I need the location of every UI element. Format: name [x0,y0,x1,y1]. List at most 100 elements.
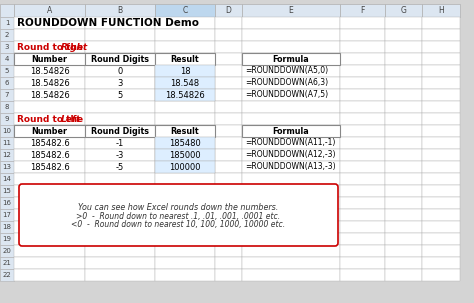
Bar [215,149,242,161]
Bar [0,53,14,65]
Bar [242,113,340,125]
Text: 12: 12 [2,152,11,158]
Bar [14,209,85,221]
Bar [215,89,242,101]
Bar [215,209,242,221]
Bar [422,149,460,161]
Bar [155,65,215,77]
Bar [14,269,85,281]
Bar [155,89,215,101]
Bar [155,245,215,257]
Bar [155,221,215,233]
Bar [155,197,215,209]
Bar [340,41,385,53]
Bar [155,173,215,185]
Text: >0  -  Round down to nearest .1, .01, .001, .0001 etc.: >0 - Round down to nearest .1, .01, .001… [76,212,281,221]
Text: 21: 21 [2,260,11,266]
Text: 17: 17 [2,212,11,218]
Text: -5: -5 [116,162,124,171]
Bar [385,185,422,197]
Bar [215,137,242,149]
Bar [242,245,340,257]
FancyBboxPatch shape [19,184,338,246]
Text: A: A [47,6,52,15]
Bar [242,41,340,53]
Bar [0,29,14,41]
Bar [385,77,422,89]
Bar [242,17,340,29]
Bar [85,29,155,41]
Bar [242,161,340,173]
Bar [85,137,155,149]
Bar [340,149,385,161]
Bar [14,125,85,137]
Bar [242,221,340,233]
Bar [242,269,340,281]
Text: 18.548: 18.548 [171,78,200,88]
Bar [422,65,460,77]
Text: 18.54826: 18.54826 [29,91,69,99]
Bar [422,233,460,245]
Bar [385,41,422,53]
Bar [422,197,460,209]
Text: 8: 8 [5,104,9,110]
Bar [215,4,242,17]
Text: 15: 15 [2,188,11,194]
Bar [14,185,85,197]
Text: Result: Result [171,55,199,64]
Text: Round to the: Round to the [17,42,86,52]
Bar [0,149,14,161]
Text: 18.54826: 18.54826 [29,78,69,88]
Bar [14,233,85,245]
Bar [215,257,242,269]
Bar [422,257,460,269]
Bar [215,221,242,233]
Text: Round Digits: Round Digits [91,55,149,64]
Text: =ROUNDDOWN(A7,5): =ROUNDDOWN(A7,5) [245,91,328,99]
Bar [215,233,242,245]
Bar [385,209,422,221]
Bar [242,4,340,17]
Text: 18.54826: 18.54826 [165,91,205,99]
Bar [0,209,14,221]
Bar [385,65,422,77]
Bar [14,101,85,113]
Bar [340,269,385,281]
Bar [340,209,385,221]
Bar [14,113,85,125]
Bar [340,257,385,269]
Bar [14,257,85,269]
Bar [85,41,155,53]
Bar [385,149,422,161]
Bar [0,113,14,125]
Bar [85,17,155,29]
Bar [422,137,460,149]
Bar [422,245,460,257]
Bar [0,173,14,185]
Text: 3: 3 [5,44,9,50]
Bar [340,173,385,185]
Bar [85,197,155,209]
Bar [242,29,340,41]
Bar [385,53,422,65]
Bar [85,269,155,281]
Bar [215,125,242,137]
Bar [0,269,14,281]
Text: Round to the: Round to the [17,115,86,124]
Bar [340,221,385,233]
Text: D: D [226,6,231,15]
Bar [340,17,385,29]
Bar [422,53,460,65]
Bar [85,101,155,113]
Bar [14,65,85,77]
Bar [422,89,460,101]
Bar [85,221,155,233]
Bar [14,77,85,89]
Bar [155,101,215,113]
Bar [155,125,215,137]
Bar [85,125,155,137]
Bar [340,53,385,65]
Bar [85,53,155,65]
Text: 185000: 185000 [169,151,201,159]
Bar [340,29,385,41]
